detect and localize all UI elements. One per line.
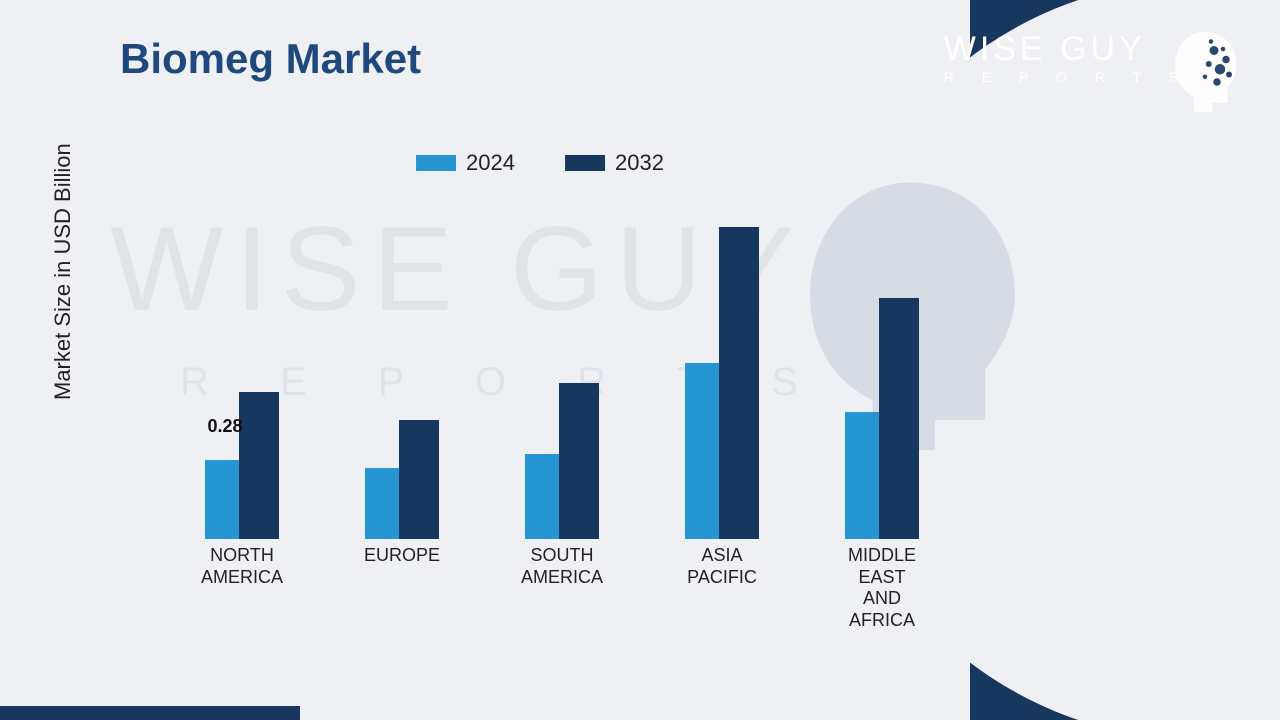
legend-item-2024: 2024: [416, 150, 515, 176]
brand-logo: WISE GUY R E P O R T S: [944, 30, 1190, 85]
bar-2032: [879, 298, 919, 539]
legend: 2024 2032: [416, 150, 664, 176]
bottom-strip: [0, 706, 300, 720]
chart-title: Biomeg Market: [120, 35, 421, 83]
bar-2032: [399, 420, 439, 539]
logo-head-icon: [1160, 28, 1250, 118]
category-label: EUROPE: [332, 545, 472, 567]
legend-label-2024: 2024: [466, 150, 515, 176]
legend-swatch-2032: [565, 155, 605, 171]
bar-2032: [559, 383, 599, 539]
bar-2032: [719, 227, 759, 539]
bar-chart: 2024 2032 Market Size in USD Billion NOR…: [80, 150, 1000, 690]
category-label: SOUTH AMERICA: [492, 545, 632, 588]
bar-group: MIDDLE EAST AND AFRICA: [845, 298, 919, 539]
value-label: 0.28: [207, 416, 242, 437]
category-label: MIDDLE EAST AND AFRICA: [812, 545, 952, 631]
legend-item-2032: 2032: [565, 150, 664, 176]
y-axis-label: Market Size in USD Billion: [50, 143, 76, 400]
legend-label-2032: 2032: [615, 150, 664, 176]
bar-group: SOUTH AMERICA: [525, 383, 599, 539]
bar-group: NORTH AMERICA: [205, 392, 279, 539]
category-label: ASIA PACIFIC: [652, 545, 792, 588]
legend-swatch-2024: [416, 155, 456, 171]
logo-line2: R E P O R T S: [944, 69, 1190, 85]
category-label: NORTH AMERICA: [172, 545, 312, 588]
logo-line1: WISE GUY: [944, 30, 1190, 69]
plot-area: NORTH AMERICA EUROPE SOUTH AMERICA ASIA PAC…: [150, 200, 1000, 540]
stage: Biomeg Market WISE GUY R E P O R T S WIS…: [0, 0, 1280, 720]
bar-2032: [239, 392, 279, 539]
bar-group: ASIA PACIFIC: [685, 227, 759, 539]
bar-group: EUROPE: [365, 420, 439, 539]
